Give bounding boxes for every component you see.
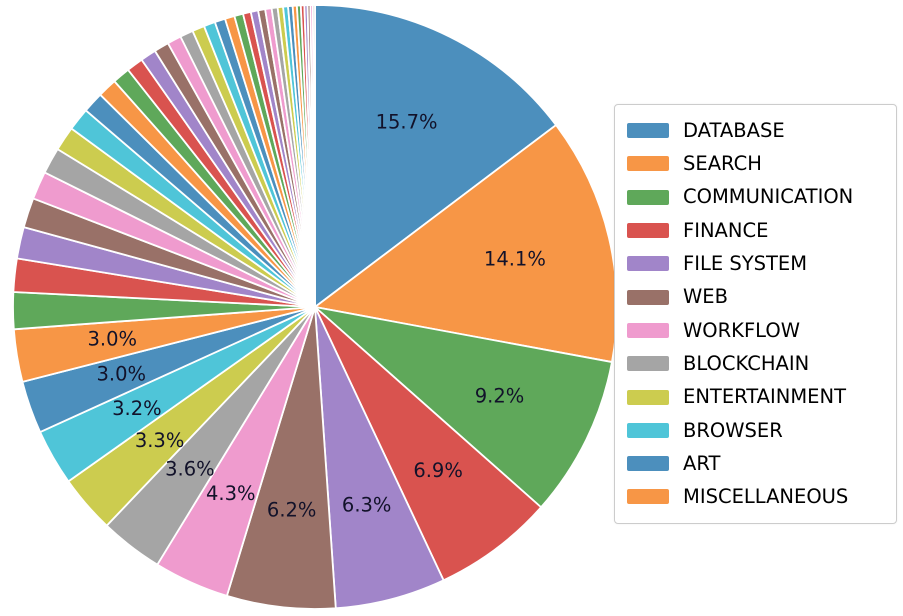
legend-entry[interactable]: WEB: [627, 280, 886, 313]
pie-slice-percent-label: 3.3%: [135, 429, 185, 452]
legend-entry-label: ART: [683, 451, 721, 475]
pie-slice-percent-label: 3.2%: [112, 397, 162, 420]
pie-slice-percent-label: 4.3%: [206, 482, 256, 505]
legend-entry-label: MISCELLANEOUS: [683, 485, 849, 509]
legend-entry[interactable]: SEARCH: [627, 147, 886, 180]
chart-legend: DATABASE SEARCH COMMUNICATION FINANCE FILE S…: [614, 104, 897, 524]
pie-slice-percent-label: 3.0%: [97, 363, 147, 386]
legend-entry-label: ENTERTAINMENT: [683, 385, 846, 409]
legend-entry[interactable]: DATABASE: [627, 114, 886, 147]
legend-color-swatch-icon: [627, 489, 669, 505]
legend-color-swatch-icon: [627, 322, 669, 338]
pie-slice-percent-label: 3.6%: [165, 457, 215, 480]
legend-color-swatch-icon: [627, 223, 669, 239]
pie-slice: [311, 4, 316, 308]
pie-slice: [314, 4, 557, 308]
legend-entry-label: WEB: [683, 285, 728, 309]
legend-entry[interactable]: FILE SYSTEM: [627, 247, 886, 280]
legend-entry[interactable]: WORKFLOW: [627, 314, 886, 347]
pie-wedge-group: [12, 4, 618, 610]
pie-slice-percent-label: 14.1%: [484, 247, 546, 270]
legend-entry[interactable]: BROWSER: [627, 414, 886, 447]
legend-color-swatch-icon: [627, 189, 669, 205]
pie-slice: [314, 306, 542, 582]
pie-slice: [314, 306, 613, 509]
legend-color-swatch-icon: [627, 356, 669, 372]
legend-entry[interactable]: MISCELLANEOUS: [627, 480, 886, 513]
legend-entry[interactable]: ART: [627, 447, 886, 480]
legend-color-swatch-icon: [627, 456, 669, 472]
legend-entry[interactable]: FINANCE: [627, 214, 886, 247]
legend-entry[interactable]: BLOCKCHAIN: [627, 347, 886, 380]
pie-label-group: 15.7% 14.1% 9.2% 6.9% 6.3% 6.2% 4.3%3.6% 3.3% 3.…: [88, 111, 546, 522]
pie-slice-percent-label: 6.3%: [342, 493, 392, 516]
pie-slice-percent-label: 15.7%: [376, 111, 438, 134]
legend-entry-label: COMMUNICATION: [683, 185, 854, 209]
legend-color-swatch-icon: [627, 256, 669, 272]
legend-entry-label: FINANCE: [683, 218, 769, 242]
legend-entry-list: DATABASE SEARCH COMMUNICATION FINANCE FILE S…: [627, 114, 886, 514]
legend-color-swatch-icon: [627, 123, 669, 139]
pie-slice-percent-label: 6.9%: [413, 459, 463, 482]
legend-entry-label: BLOCKCHAIN: [683, 351, 810, 375]
legend-color-swatch-icon: [627, 156, 669, 172]
legend-entry-label: WORKFLOW: [683, 318, 800, 342]
pie-slice-percent-label: 3.0%: [88, 328, 138, 351]
legend-color-swatch-icon: [627, 389, 669, 405]
legend-color-swatch-icon: [627, 289, 669, 305]
legend-entry-label: SEARCH: [683, 152, 762, 176]
pie-slice-percent-label: 9.2%: [475, 385, 525, 408]
legend-color-swatch-icon: [627, 422, 669, 438]
legend-entry-label: DATABASE: [683, 118, 785, 142]
legend-entry[interactable]: ENTERTAINMENT: [627, 380, 886, 413]
pie-slice-percent-label: 6.2%: [267, 499, 317, 522]
legend-entry-label: BROWSER: [683, 418, 783, 442]
legend-entry[interactable]: COMMUNICATION: [627, 181, 886, 214]
legend-entry-label: FILE SYSTEM: [683, 252, 808, 276]
